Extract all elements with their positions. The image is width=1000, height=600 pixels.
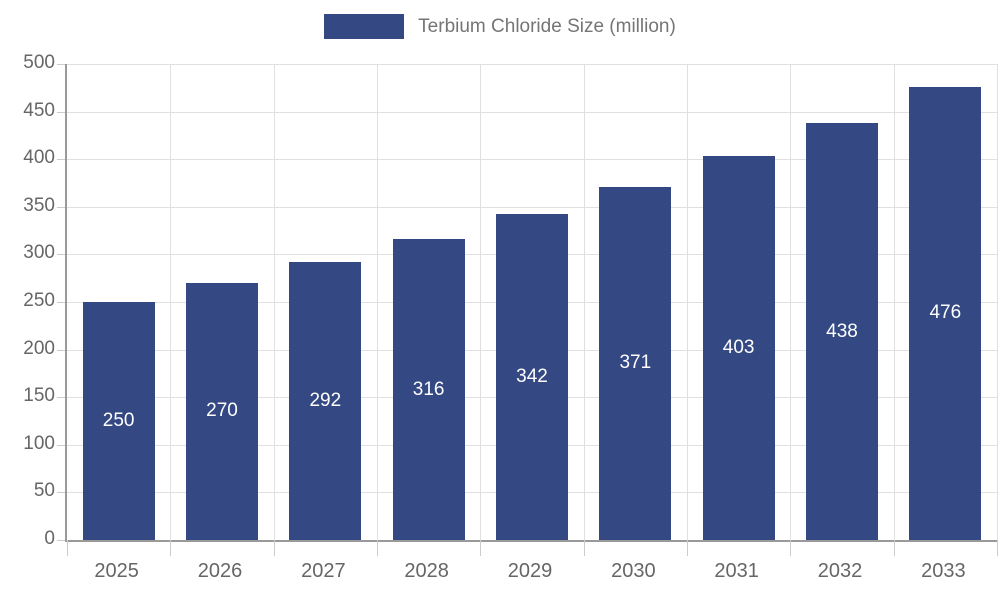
bar-value-label: 438	[826, 320, 858, 342]
x-tick-label: 2025	[94, 560, 139, 582]
bar-value-label: 342	[516, 366, 548, 388]
x-tick-label: 2032	[817, 560, 863, 582]
x-tick-label: 2028	[404, 560, 449, 582]
v-gridline	[687, 64, 688, 540]
bar-value-label: 476	[929, 302, 962, 324]
h-gridline	[67, 159, 997, 161]
y-tick-label: 450	[23, 99, 55, 121]
y-tick-mark	[57, 159, 65, 161]
y-tick-mark	[57, 302, 65, 303]
h-gridline	[67, 64, 997, 65]
bar-2027[interactable]: 292	[289, 262, 362, 540]
legend-label: Terbium Chloride Size (million)	[418, 15, 676, 37]
y-tick-mark	[57, 492, 65, 494]
x-tick-mark	[377, 540, 378, 556]
y-tick-mark	[57, 540, 65, 541]
y-tick-label: 350	[23, 194, 55, 216]
bar-value-label: 403	[722, 337, 755, 359]
bar-2030[interactable]: 371	[599, 186, 672, 540]
x-tick-mark	[790, 540, 792, 556]
bar-value-label: 316	[412, 378, 445, 400]
y-tick-label: 200	[23, 337, 55, 359]
bar-value-label: 250	[102, 410, 135, 431]
bar-value-label: 371	[619, 352, 652, 374]
x-tick-label: 2031	[714, 560, 759, 582]
x-tick-label: 2029	[507, 560, 553, 582]
y-tick-mark	[57, 349, 65, 351]
x-tick-mark	[170, 540, 172, 556]
y-tick-label: 50	[33, 480, 55, 502]
y-tick-mark	[57, 444, 65, 446]
bar-2031[interactable]: 403	[702, 156, 775, 540]
v-gridline	[790, 64, 792, 540]
x-tick-label: 2030	[611, 560, 656, 582]
legend-swatch-icon	[324, 14, 405, 39]
bar-2029[interactable]: 342	[496, 214, 568, 540]
y-tick-mark	[57, 206, 65, 208]
x-tick-label: 2026	[197, 560, 243, 582]
bar-2025[interactable]: 250	[82, 302, 155, 540]
y-tick-label: 300	[23, 242, 55, 264]
x-tick-label: 2033	[921, 560, 966, 582]
y-tick-mark	[57, 254, 65, 256]
y-tick-label: 400	[23, 147, 55, 169]
y-tick-label: 0	[44, 528, 55, 549]
bar-value-label: 270	[206, 400, 238, 422]
y-tick-mark	[57, 397, 65, 399]
bar-value-label: 292	[309, 390, 342, 412]
h-gridline	[67, 206, 997, 208]
plot-area: 250 270 292 316 342 371 403 438 476	[57, 64, 998, 556]
x-tick-mark	[687, 540, 688, 556]
v-gridline	[997, 64, 998, 540]
v-gridline	[273, 64, 275, 540]
bar-2032[interactable]: 438	[806, 123, 878, 540]
y-tick-label: 500	[23, 52, 55, 73]
x-tick-mark	[893, 540, 895, 556]
y-tick-label: 100	[23, 432, 55, 454]
v-gridline	[893, 64, 895, 540]
x-tick-mark	[480, 540, 482, 556]
x-tick-mark	[273, 540, 275, 556]
v-gridline	[170, 64, 172, 540]
x-tick-mark	[997, 540, 998, 556]
y-tick-label: 150	[23, 385, 55, 407]
v-gridline	[583, 64, 585, 540]
v-gridline	[377, 64, 378, 540]
legend[interactable]: Terbium Chloride Size (million)	[0, 14, 1000, 39]
bar-2033[interactable]: 476	[909, 86, 982, 540]
y-tick-mark	[57, 64, 65, 65]
bar-2028[interactable]: 316	[392, 239, 465, 540]
v-gridline	[480, 64, 482, 540]
y-tick-label: 250	[23, 290, 55, 311]
h-gridline	[67, 111, 997, 113]
x-tick-mark	[67, 540, 68, 556]
y-tick-mark	[57, 111, 65, 113]
x-tick-label: 2027	[301, 560, 346, 582]
bar-2026[interactable]: 270	[186, 282, 258, 540]
x-tick-mark	[583, 540, 585, 556]
